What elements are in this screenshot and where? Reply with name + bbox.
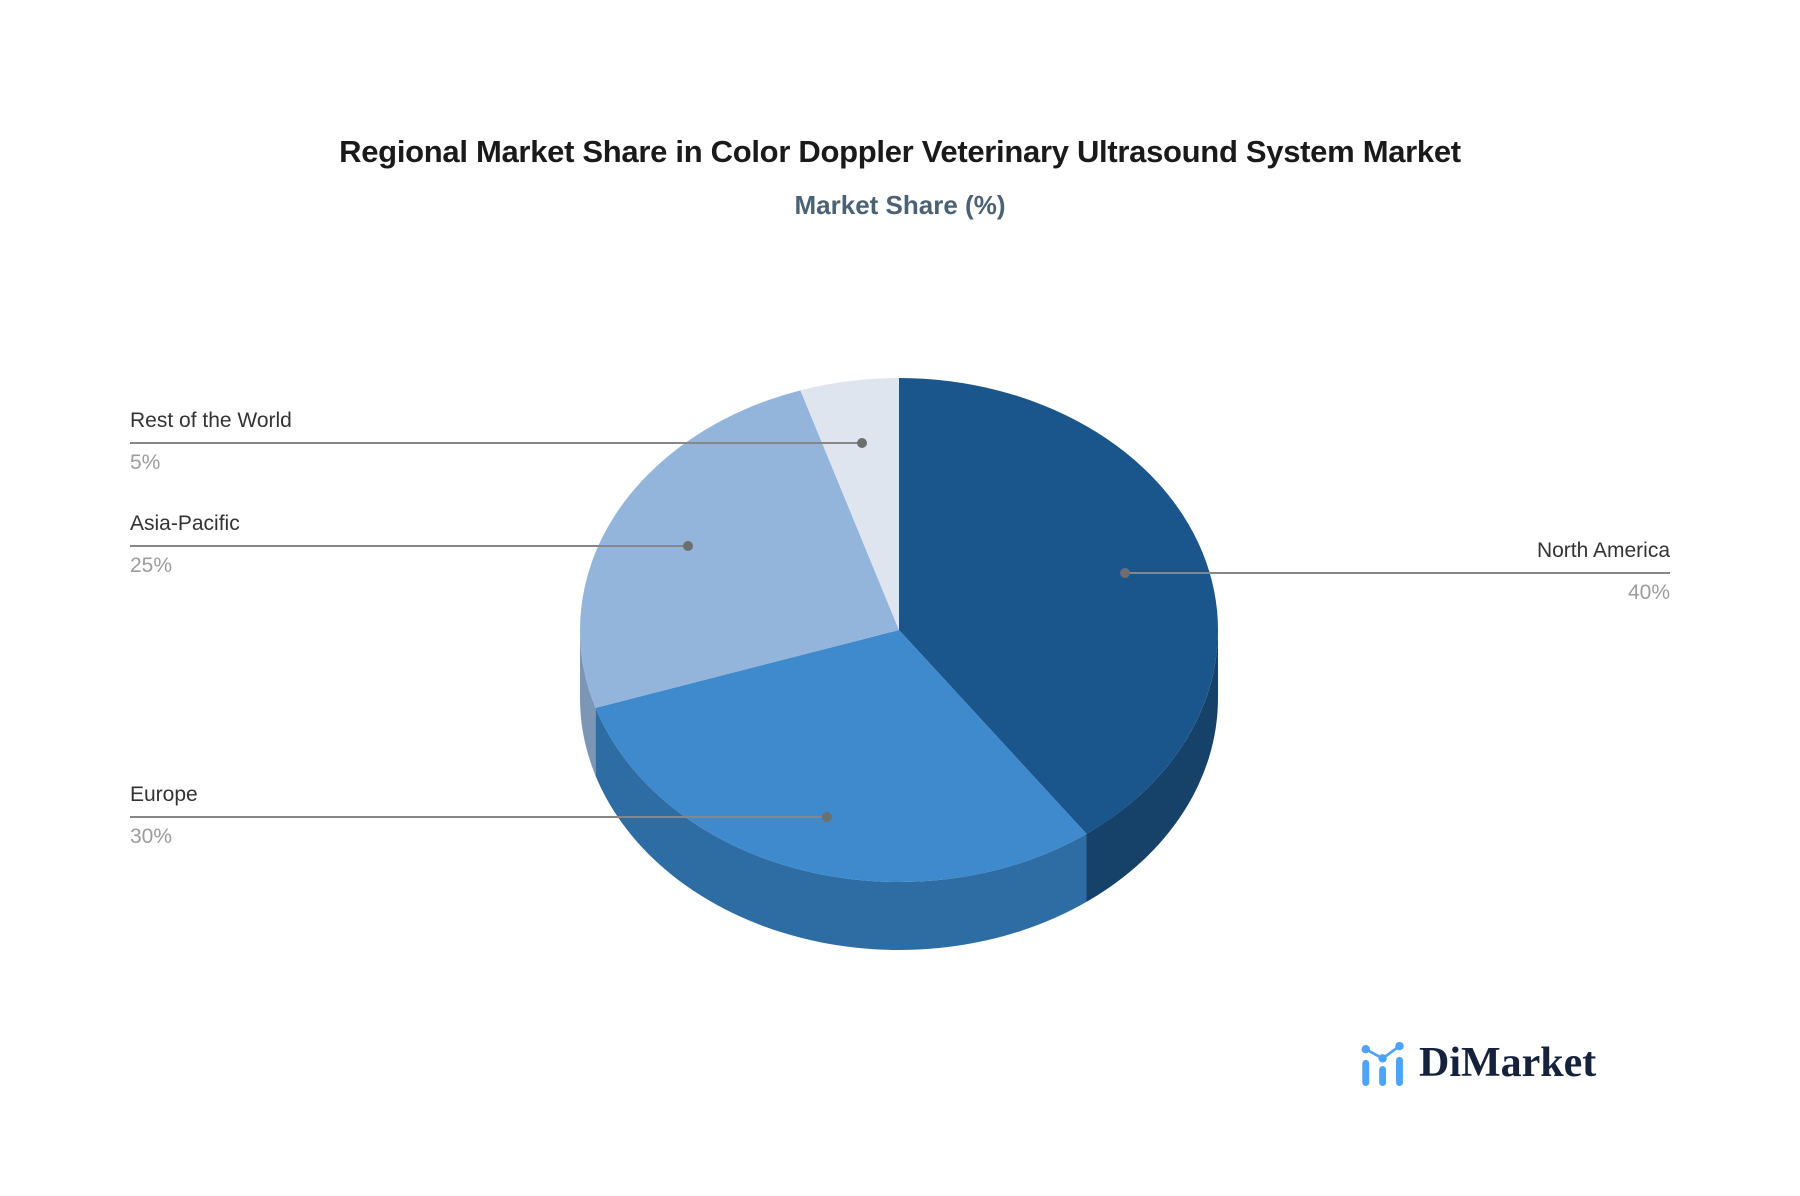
callout-label-rest-of-the-world: Rest of the World <box>130 409 292 432</box>
bar-line-chart-icon <box>1361 1041 1404 1086</box>
dimarket-logo: DiMarket <box>1360 1040 1596 1086</box>
callout-dot-north-america <box>1120 568 1130 578</box>
pie-slice-north-america[interactable] <box>899 378 1218 834</box>
chart-value-label: Market Share (%) <box>794 190 1006 220</box>
pie-slice-side-europe <box>595 707 1087 951</box>
callout-dot-asia-pacific <box>683 541 693 551</box>
callout-dot-rest-of-the-world <box>857 438 867 448</box>
callout-label-north-america: North America <box>1536 539 1670 562</box>
callout-dot-europe <box>822 812 832 822</box>
callout-value-europe: 30% <box>130 825 173 848</box>
pie-slice-asia-pacific[interactable] <box>580 390 899 708</box>
pie-slice-europe[interactable] <box>595 630 1087 883</box>
callout-label-asia-pacific: Asia-Pacific <box>130 512 240 535</box>
callout-value-rest-of-the-world: 5% <box>130 451 161 474</box>
dimarket-logo-text: DiMarket <box>1419 1040 1597 1086</box>
pie-slice-rest-of-the-world[interactable] <box>800 378 899 630</box>
callout-value-north-america: 40% <box>1627 581 1670 604</box>
callout-value-asia-pacific: 25% <box>130 554 173 577</box>
chart-title: Regional Market Share in Color Doppler V… <box>339 134 1461 169</box>
pie-slice-side-asia-pacific <box>580 630 596 776</box>
pie-slice-side-north-america <box>1086 630 1218 902</box>
callout-label-europe: Europe <box>130 783 198 806</box>
